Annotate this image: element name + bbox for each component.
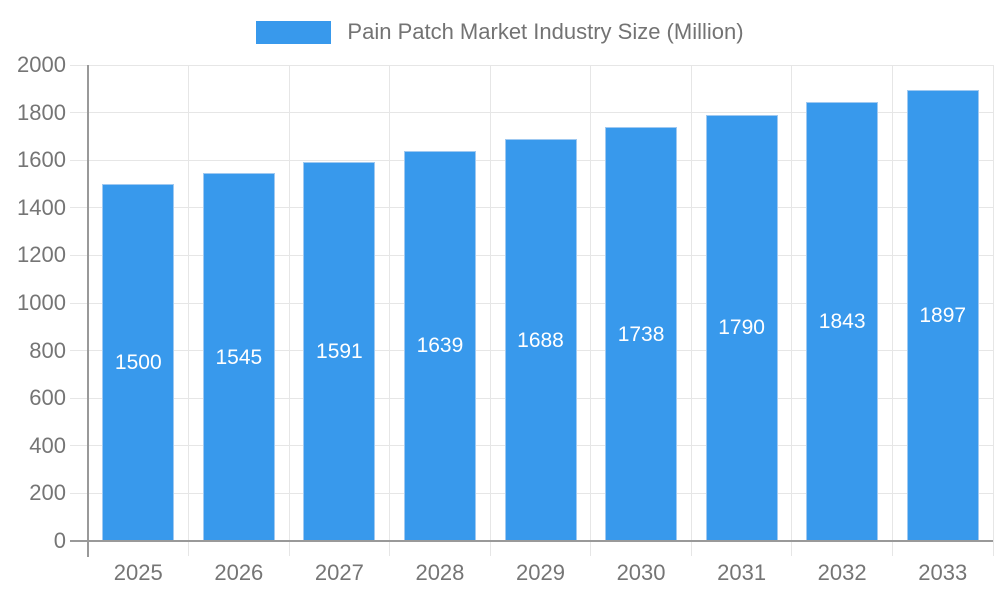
y-axis-tick-label: 1400 bbox=[17, 194, 66, 220]
legend-label: Pain Patch Market Industry Size (Million… bbox=[347, 19, 744, 44]
v-gridline bbox=[489, 65, 491, 556]
v-gridline bbox=[690, 65, 692, 556]
bar-value-label: 1639 bbox=[416, 334, 464, 358]
bar-value-label: 1500 bbox=[114, 351, 162, 374]
legend-item[interactable]: Pain Patch Market Industry Size (Million… bbox=[0, 17, 1000, 47]
bar-2025[interactable]: 1500 bbox=[102, 184, 175, 541]
x-axis-tick-label: 2032 bbox=[817, 560, 867, 585]
x-axis-line bbox=[70, 540, 993, 542]
y-axis-tick-label: 0 bbox=[53, 528, 66, 553]
v-gridline bbox=[992, 65, 994, 556]
v-gridline bbox=[288, 65, 290, 556]
h-gridline bbox=[70, 64, 993, 66]
bar-value-label: 1591 bbox=[316, 340, 363, 364]
v-gridline bbox=[891, 65, 893, 556]
y-axis-tick-label: 1000 bbox=[17, 290, 66, 315]
bar-value-label: 1790 bbox=[718, 316, 765, 340]
y-axis-tick-label: 1800 bbox=[17, 99, 66, 125]
bar-2033[interactable]: 1897 bbox=[906, 89, 979, 541]
bar-2026[interactable]: 1545 bbox=[202, 173, 275, 541]
x-axis-tick-label: 2028 bbox=[415, 560, 465, 585]
y-axis-tick-label: 1600 bbox=[17, 147, 66, 173]
bar-2029[interactable]: 1688 bbox=[504, 139, 577, 541]
v-gridline bbox=[590, 65, 592, 556]
y-axis-tick-label: 600 bbox=[29, 385, 66, 411]
legend-swatch bbox=[256, 20, 332, 44]
bar-2027[interactable]: 1591 bbox=[303, 162, 376, 541]
v-gridline bbox=[791, 65, 793, 556]
v-gridline bbox=[188, 65, 190, 556]
y-axis-labels: 0 200 400 600 800 1000 1200 1400 1600 1800 2000 bbox=[0, 52, 66, 553]
bar-value-label: 1843 bbox=[818, 310, 866, 334]
y-axis-tick-label: 1200 bbox=[17, 242, 66, 268]
plot-area: 1500 1545 1591 1639 1688 1738 1790 1843 1897 bbox=[70, 64, 994, 557]
bar-value-label: 1738 bbox=[617, 322, 665, 346]
y-axis-tick-label: 200 bbox=[29, 480, 66, 506]
x-axis-tick-label: 2031 bbox=[717, 560, 767, 585]
h-gridline bbox=[70, 112, 993, 114]
x-axis-tick-label: 2025 bbox=[113, 560, 163, 585]
x-axis-tick-label: 2029 bbox=[516, 560, 565, 585]
y-axis-tick-label: 2000 bbox=[17, 52, 66, 77]
x-axis-tick-label: 2030 bbox=[616, 560, 666, 585]
bar-2031[interactable]: 1790 bbox=[705, 114, 778, 541]
x-axis-tick-label: 2026 bbox=[214, 560, 264, 585]
y-axis-tick-label: 400 bbox=[29, 432, 66, 458]
bar-2032[interactable]: 1843 bbox=[806, 102, 879, 541]
bar-2030[interactable]: 1738 bbox=[605, 127, 678, 541]
bar-value-label: 1897 bbox=[919, 303, 967, 327]
bar-2028[interactable]: 1639 bbox=[403, 150, 476, 541]
x-axis-tick-label: 2027 bbox=[314, 560, 364, 585]
y-axis-tick-label: 800 bbox=[29, 337, 66, 363]
y-axis-line bbox=[87, 65, 89, 557]
v-gridline bbox=[389, 65, 391, 556]
x-axis-tick-label: 2033 bbox=[918, 560, 968, 585]
x-axis-labels: 2025 2026 2027 2028 2029 2030 2031 2032 2033 bbox=[88, 557, 993, 589]
bar-value-label: 1545 bbox=[215, 345, 263, 369]
bar-value-label: 1688 bbox=[517, 328, 564, 352]
